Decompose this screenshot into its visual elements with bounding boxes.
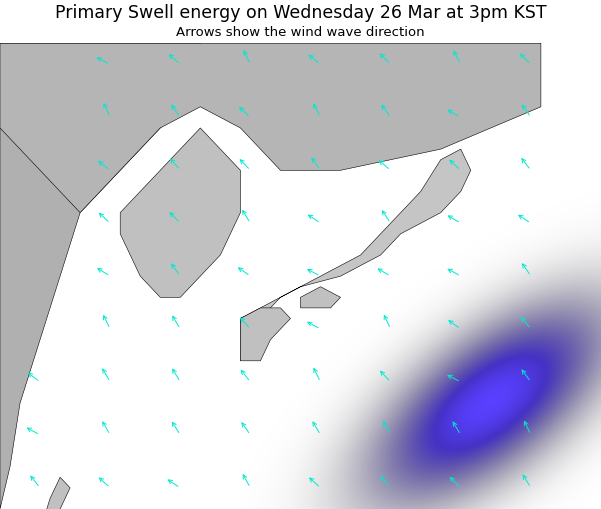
Polygon shape (240, 308, 290, 361)
Text: Arrows show the wind wave direction: Arrows show the wind wave direction (176, 26, 425, 39)
Text: Primary Swell energy on Wednesday 26 Mar at 3pm KST: Primary Swell energy on Wednesday 26 Mar… (55, 4, 546, 22)
Polygon shape (300, 287, 341, 308)
Polygon shape (40, 477, 70, 509)
Polygon shape (0, 43, 200, 509)
Polygon shape (120, 128, 240, 297)
Polygon shape (240, 149, 471, 361)
Polygon shape (0, 43, 541, 213)
